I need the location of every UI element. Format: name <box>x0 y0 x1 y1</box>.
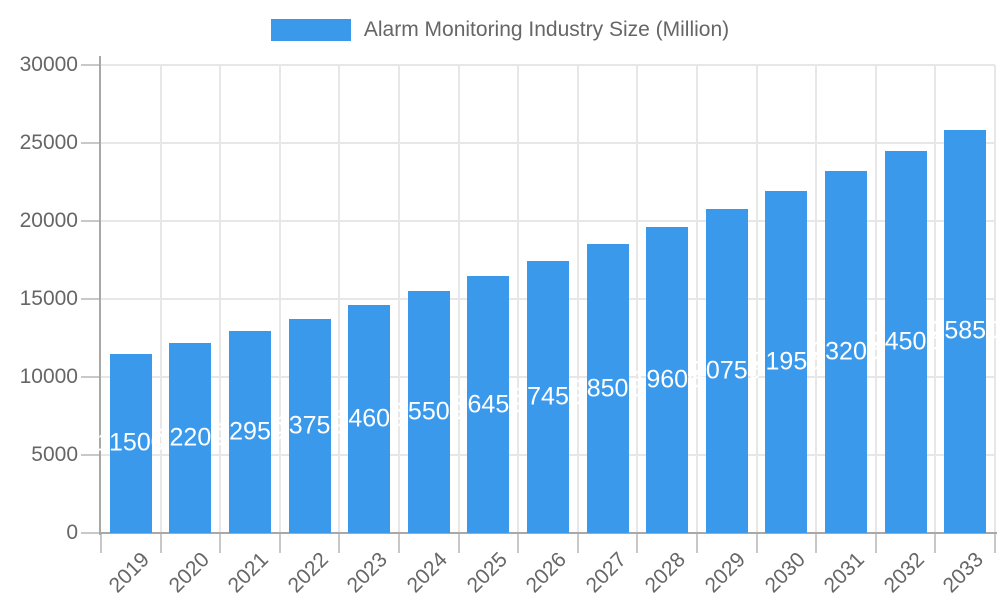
x-tick-label: 2024 <box>402 548 453 598</box>
x-gridline <box>994 65 996 533</box>
y-tick-label: 10000 <box>19 365 78 388</box>
bar-2031[interactable] <box>825 171 867 533</box>
y-tick-label: 5000 <box>31 443 78 466</box>
x-gridline <box>219 65 222 533</box>
bar-2029[interactable] <box>705 209 748 533</box>
bar-2021[interactable] <box>229 330 271 533</box>
x-gridline <box>755 65 758 533</box>
x-axis-tick <box>994 533 996 553</box>
y-gridline <box>101 220 995 222</box>
legend-swatch-icon <box>270 19 351 41</box>
x-gridline <box>338 65 341 533</box>
legend-label: Alarm Monitoring Industry Size (Million) <box>363 18 730 41</box>
x-axis-tick <box>278 533 281 553</box>
bar-2022[interactable] <box>288 318 331 533</box>
x-gridline <box>696 65 698 533</box>
y-tick-label: 25000 <box>19 131 78 154</box>
bar-2026[interactable] <box>527 260 569 533</box>
x-tick-label: 2027 <box>581 548 631 598</box>
x-gridline <box>815 65 818 533</box>
x-tick-label: 2029 <box>700 548 751 598</box>
y-tick-label: 0 <box>66 521 78 544</box>
x-gridline <box>398 65 400 533</box>
x-axis-tick <box>398 533 400 553</box>
x-gridline <box>159 65 162 533</box>
x-gridline <box>934 65 937 533</box>
x-tick-label: 2025 <box>462 548 512 598</box>
x-tick-label: 2026 <box>521 548 572 598</box>
y-tick-label: 20000 <box>19 209 78 232</box>
y-axis-tick <box>81 64 101 66</box>
x-axis-tick <box>457 533 460 553</box>
x-axis-tick <box>815 533 818 553</box>
bar-2028[interactable] <box>646 227 689 533</box>
x-tick-label: 2031 <box>819 548 870 598</box>
bar-2024[interactable] <box>407 291 450 533</box>
x-tick-label: 2022 <box>283 548 333 598</box>
x-axis-tick <box>100 533 102 553</box>
x-gridline <box>457 65 460 533</box>
legend-item[interactable]: Alarm Monitoring Industry Size (Million) <box>0 18 1000 42</box>
x-axis-line <box>99 532 997 534</box>
bar-2027[interactable] <box>586 244 629 533</box>
bar-2030[interactable] <box>765 190 808 533</box>
bar-2020[interactable] <box>169 342 212 533</box>
y-axis-line <box>99 56 101 535</box>
y-gridline <box>101 64 995 66</box>
bar-2032[interactable] <box>884 150 927 533</box>
y-axis-tick <box>81 220 101 222</box>
x-axis-tick <box>517 533 520 553</box>
y-gridline <box>101 142 995 144</box>
x-axis-tick <box>755 533 758 553</box>
x-gridline <box>278 65 281 533</box>
x-tick-label: 2019 <box>104 548 155 598</box>
x-gridline <box>576 65 579 533</box>
x-gridline <box>636 65 639 533</box>
x-tick-label: 2020 <box>164 548 214 598</box>
y-axis-tick <box>81 142 101 144</box>
x-tick-label: 2030 <box>760 548 810 598</box>
x-axis-tick <box>636 533 639 553</box>
y-tick-label: 30000 <box>19 53 78 76</box>
x-axis-tick <box>696 533 698 553</box>
x-tick-label: 2023 <box>343 548 393 598</box>
bar-2025[interactable] <box>467 276 510 533</box>
y-axis-tick <box>81 298 101 300</box>
x-tick-label: 2028 <box>641 548 691 598</box>
y-axis-tick <box>81 532 101 534</box>
x-tick-label: 2032 <box>879 548 929 598</box>
bar-2023[interactable] <box>348 305 391 533</box>
x-gridline <box>874 65 877 533</box>
y-axis-tick <box>81 376 101 378</box>
y-tick-label: 15000 <box>19 287 78 310</box>
x-axis-tick <box>874 533 877 553</box>
x-tick-label: 2033 <box>939 548 989 598</box>
bar-2019[interactable] <box>109 353 152 533</box>
x-gridline <box>517 65 520 533</box>
y-axis-tick <box>81 454 101 456</box>
x-axis-tick <box>338 533 341 553</box>
x-axis-tick <box>576 533 579 553</box>
x-axis-tick <box>934 533 937 553</box>
x-axis-tick <box>159 533 162 553</box>
x-tick-label: 2021 <box>223 548 274 598</box>
x-axis-tick <box>219 533 222 553</box>
bar-2033[interactable] <box>944 129 987 533</box>
